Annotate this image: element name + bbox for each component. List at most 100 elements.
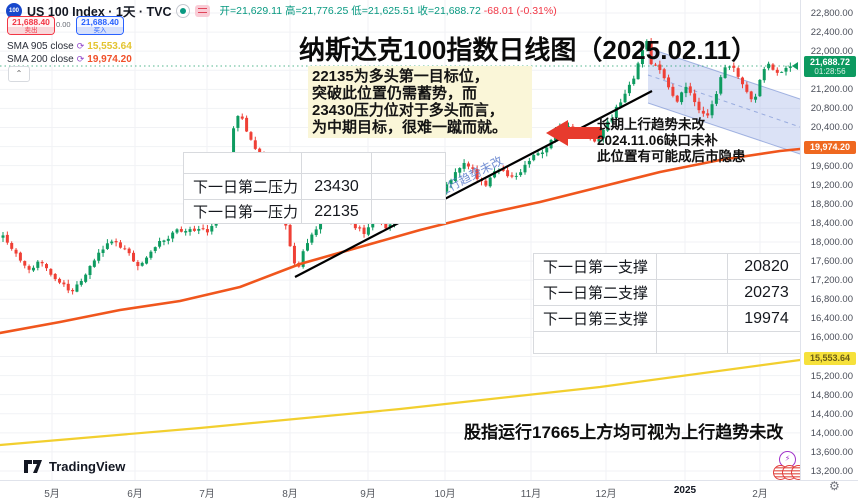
ohlc-text: 开=21,629.11 高=21,776.25 低=21,625.51 收=21… <box>219 5 481 17</box>
table-cell <box>371 173 446 200</box>
table-row <box>533 331 806 354</box>
price-axis-label: 22,400.00 <box>810 27 853 39</box>
bottom-note: 股指运行17665上方均可视为上行趋势未改 <box>464 423 784 442</box>
buy-button[interactable]: 21,688.40 买入 <box>76 16 124 35</box>
sell-button[interactable]: 21,688.40 卖出 <box>7 16 55 35</box>
table-cell: 22135 <box>301 199 372 224</box>
price-axis-label: 19,600.00 <box>810 160 853 172</box>
sync-icon: ⟳ <box>76 54 85 64</box>
sell-price: 21,688.40 <box>12 17 50 27</box>
price-axis-label: 14,800.00 <box>810 389 853 401</box>
sma200-line <box>0 147 802 335</box>
table-row: 下一日第二压力 23430 <box>183 173 446 200</box>
time-axis-label: 2025 <box>673 485 697 496</box>
table-cell <box>656 279 728 306</box>
symbol-title[interactable]: US 100 Index · 1天 · TVC <box>27 5 172 19</box>
last-price-marker <box>792 62 798 70</box>
price-axis-label: 20,400.00 <box>810 122 853 134</box>
current-price-badge: 21,688.72 01:28:56 <box>804 56 856 78</box>
price-axis-label: 13,200.00 <box>810 465 853 477</box>
tradingview-logo-text: TradingView <box>49 459 126 474</box>
analysis-note: 22135为多头第一目标位， 突破此位置仍需蓄势，而 23430压力位对于多头而言，… <box>308 66 532 138</box>
table-cell <box>371 199 446 224</box>
note-line: 22135为多头第一目标位， <box>312 68 489 85</box>
table-cell: 下一日第一压力 <box>183 199 302 224</box>
sma905-price-badge: 15,553.64 <box>804 352 856 366</box>
table-cell: 下一日第三支撑 <box>533 305 657 332</box>
time-axis-label: 10月 <box>434 489 456 500</box>
ohlc-values: 开=21,629.11 高=21,776.25 低=21,625.51 收=21… <box>219 3 556 18</box>
table-cell <box>371 152 446 174</box>
table-cell: 下一日第一支撑 <box>533 253 657 280</box>
settings-gear-icon[interactable]: ⚙ <box>829 479 840 493</box>
spread-value: 0.00 <box>56 20 71 29</box>
note-line: 突破此位置仍需蓄势，而 <box>312 85 478 102</box>
table-cell <box>656 305 728 332</box>
time-axis-label: 8月 <box>282 489 298 500</box>
table-cell <box>301 152 372 174</box>
gap-note: 长期上行趋势未改 2024.11.06缺口未补 此位置有可能成后市隐患 <box>597 117 746 165</box>
table-row: 下一日第二支撑 20273 <box>533 279 806 306</box>
note-line: 此位置有可能成后市隐患 <box>597 149 746 164</box>
symbol-logo-icon: 100 <box>6 2 22 19</box>
table-row: 下一日第一压力 22135 <box>183 199 446 224</box>
resistance-table: 下一日第二压力 23430 下一日第一压力 22135 <box>183 152 446 224</box>
indicator-name: SMA 200 close <box>7 54 74 65</box>
indicator-value: 19,974.20 <box>87 54 132 65</box>
indicator-sma905[interactable]: SMA 905 close ⟳ 15,553.64 <box>7 41 132 52</box>
time-axis-label: 11月 <box>520 489 542 500</box>
note-line: 2024.11.06缺口未补 <box>597 133 718 148</box>
table-cell <box>727 331 806 354</box>
table-cell <box>656 331 728 354</box>
table-cell: 下一日第二支撑 <box>533 279 657 306</box>
tradingview-logo-icon <box>24 460 42 473</box>
price-axis-label: 18,800.00 <box>810 198 853 210</box>
price-axis-label: 16,800.00 <box>810 294 853 306</box>
price-axis-label: 20,800.00 <box>810 103 853 115</box>
sma905-line <box>0 358 802 447</box>
price-axis-label: 14,400.00 <box>810 408 853 420</box>
table-cell: 20273 <box>727 279 806 306</box>
indicator-sma200[interactable]: SMA 200 close ⟳ 19,974.20 <box>7 54 132 65</box>
price-axis-label: 22,800.00 <box>810 8 853 19</box>
price-axis-label: 21,200.00 <box>810 84 853 96</box>
sync-icon: ⟳ <box>76 41 85 51</box>
collapse-panel-button[interactable]: ⌃ <box>8 66 30 82</box>
table-cell: 19974 <box>727 305 806 332</box>
price-axis-label: 18,400.00 <box>810 217 853 229</box>
note-line: 为中期目标，很难一蹴而就。 <box>312 119 508 136</box>
price-axis[interactable]: 22,800.00 22,400.00 22,000.00 21,200.00 20,8… <box>800 0 858 480</box>
sell-label: 卖出 <box>8 27 54 34</box>
buy-label: 买入 <box>77 27 123 34</box>
price-axis-label: 17,200.00 <box>810 275 853 287</box>
table-cell: 23430 <box>301 173 372 200</box>
price-axis-label: 16,400.00 <box>810 313 853 325</box>
support-table: 下一日第一支撑 20820 下一日第二支撑 20273 下一日第三支撑 19974 <box>533 253 806 354</box>
time-axis-label: 5月 <box>44 489 60 500</box>
indicator-name: SMA 905 close <box>7 41 74 52</box>
price-axis-label: 16,000.00 <box>810 332 853 344</box>
market-status-icon[interactable] <box>176 3 191 18</box>
time-axis-label: 9月 <box>360 489 376 500</box>
snapshot-icon[interactable] <box>195 4 211 17</box>
table-row <box>183 152 446 174</box>
table-cell <box>533 331 657 354</box>
change-text: -68.01 (-0.31%) <box>483 5 557 17</box>
table-cell: 20820 <box>727 253 806 280</box>
indicator-value: 15,553.64 <box>87 41 132 52</box>
time-axis-label: 2月 <box>752 489 768 500</box>
table-row: 下一日第一支撑 20820 <box>533 253 806 280</box>
time-axis-label: 7月 <box>199 489 215 500</box>
time-axis-label: 6月 <box>127 489 143 500</box>
price-axis-label: 22,000.00 <box>810 46 853 58</box>
table-cell <box>183 152 302 174</box>
tradingview-logo[interactable]: TradingView <box>24 459 125 474</box>
price-axis-label: 17,600.00 <box>810 256 853 268</box>
table-cell: 下一日第二压力 <box>183 173 302 200</box>
table-cell <box>656 253 728 280</box>
time-axis[interactable]: 5月 6月 7月 8月 9月 10月 11月 12月 2025 2月 <box>0 480 858 500</box>
time-axis-label: 12月 <box>595 489 617 500</box>
chart-title: 纳斯达克100指数日线图（2025.02.11） <box>299 35 758 65</box>
price-axis-label: 18,000.00 <box>810 236 853 248</box>
